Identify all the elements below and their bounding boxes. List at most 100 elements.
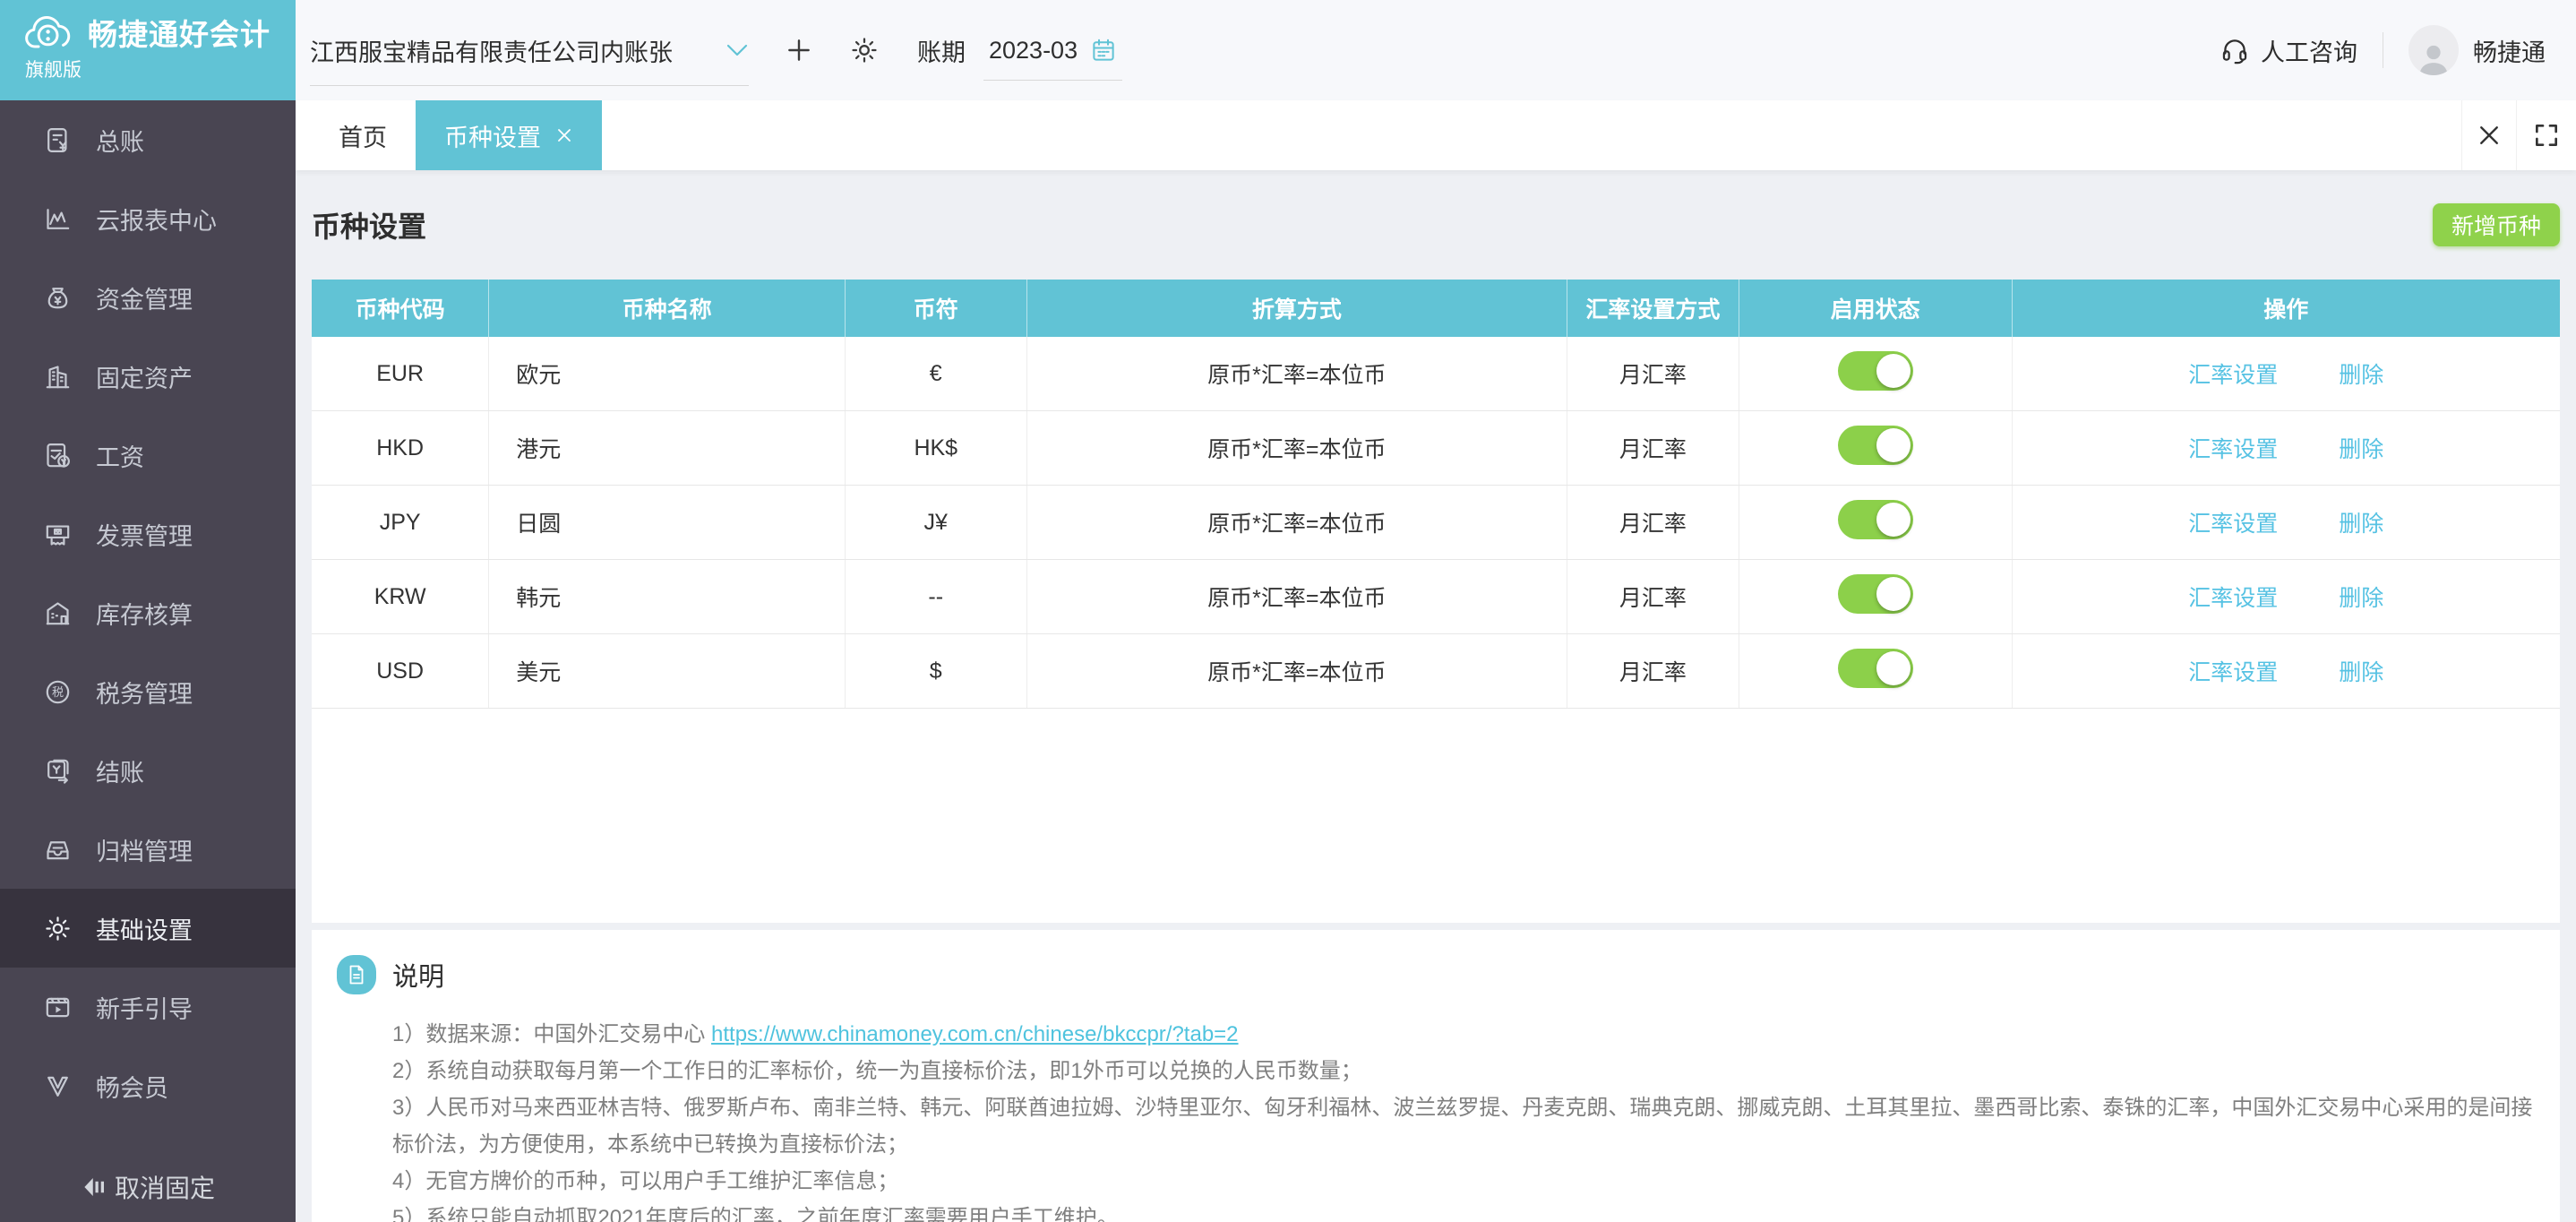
sidebar-item-archive[interactable]: 归档管理 xyxy=(0,810,296,889)
cell-method: 原币*汇率=本位币 xyxy=(1026,337,1568,411)
sidebar: 畅捷通好会计 旗舰版 总账 云报表中心 资金管理 固定资产 xyxy=(0,0,296,1222)
sidebar-item-label: 结账 xyxy=(96,759,144,787)
sidebar-item-inventory[interactable]: 库存核算 xyxy=(0,573,296,652)
table-row: USD 美元 $ 原币*汇率=本位币 月汇率 汇率设置 删除 xyxy=(312,633,2560,709)
cell-rate-mode: 月汇率 xyxy=(1567,559,1739,634)
sidebar-item-label: 工资 xyxy=(96,443,144,471)
unpin-sidebar-button[interactable]: 取消固定 xyxy=(0,1157,296,1217)
unpin-label: 取消固定 xyxy=(114,1175,215,1202)
enable-toggle[interactable] xyxy=(1837,648,1913,688)
cell-symbol: € xyxy=(845,337,1027,411)
cell-method: 原币*汇率=本位币 xyxy=(1026,485,1568,560)
sidebar-item-guide[interactable]: 新手引导 xyxy=(0,968,296,1046)
sidebar-item-label: 库存核算 xyxy=(96,601,193,629)
tax-icon: 税 xyxy=(43,677,73,707)
cell-name: 韩元 xyxy=(488,559,846,634)
member-icon xyxy=(43,1071,73,1101)
inventory-icon xyxy=(43,598,73,628)
enable-toggle[interactable] xyxy=(1837,350,1913,391)
enable-toggle[interactable] xyxy=(1837,425,1913,465)
enable-toggle[interactable] xyxy=(1837,573,1913,614)
period-value: 2023-03 xyxy=(989,36,1078,64)
delete-link[interactable]: 删除 xyxy=(2339,437,2384,462)
notes-title: 说明 xyxy=(392,963,445,992)
col-header-method: 折算方式 xyxy=(1026,280,1568,337)
cloud-report-icon xyxy=(43,204,73,234)
cell-symbol: HK$ xyxy=(845,410,1027,486)
delete-link[interactable]: 删除 xyxy=(2339,586,2384,611)
close-all-tabs-button[interactable] xyxy=(2461,100,2516,170)
cell-code: JPY xyxy=(312,485,490,560)
note-line-2: 2）系统自动获取每月第一个工作日的汇率标价，统一为直接标价法，即1外币可以兑换的… xyxy=(392,1059,1362,1083)
support-button[interactable]: 人工咨询 xyxy=(2220,33,2357,68)
cell-method: 原币*汇率=本位币 xyxy=(1026,559,1568,634)
tab-label: 币种设置 xyxy=(444,124,541,151)
settings-icon xyxy=(43,914,73,943)
enable-toggle[interactable] xyxy=(1837,499,1913,539)
col-header-rate-mode: 汇率设置方式 xyxy=(1567,280,1739,337)
sidebar-item-cloud-report[interactable]: 云报表中心 xyxy=(0,179,296,258)
account-settings-gear-icon[interactable] xyxy=(849,35,880,65)
sidebar-item-fixed-assets[interactable]: 固定资产 xyxy=(0,337,296,416)
tab-currency-settings[interactable]: 币种设置 xyxy=(416,100,602,170)
add-account-set-button[interactable] xyxy=(785,36,813,65)
sidebar-item-invoice[interactable]: 发票管理 xyxy=(0,495,296,573)
sidebar-item-basic-settings[interactable]: 基础设置 xyxy=(0,889,296,968)
cell-symbol: -- xyxy=(845,559,1027,634)
sidebar-item-label: 固定资产 xyxy=(96,365,193,392)
support-label: 人工咨询 xyxy=(2261,39,2357,66)
note-line-3: 3）人民币对马来西亚林吉特、俄罗斯卢布、南非兰特、韩元、阿联酋迪拉姆、沙特里亚尔… xyxy=(392,1096,2533,1157)
sidebar-item-tax[interactable]: 税 税务管理 xyxy=(0,652,296,731)
sidebar-item-label: 税务管理 xyxy=(96,680,193,708)
rate-setting-link[interactable]: 汇率设置 xyxy=(2188,512,2279,537)
sidebar-item-label: 畅会员 xyxy=(96,1074,168,1102)
cell-code: HKD xyxy=(312,410,490,486)
rate-setting-link[interactable]: 汇率设置 xyxy=(2188,586,2279,611)
main-content: 币种设置 新增币种 币种代码 币种名称 币符 折算方式 汇率设置方式 启用状态 xyxy=(296,170,2576,1222)
payroll-icon xyxy=(43,441,73,470)
tab-close-icon[interactable] xyxy=(555,126,573,144)
period-label: 账期 xyxy=(917,39,966,66)
note-link[interactable]: https://www.chinamoney.com.cn/chinese/bk… xyxy=(711,1022,1239,1046)
note-text: 1）数据来源：中国外汇交易中心 xyxy=(392,1022,712,1046)
sidebar-item-funds[interactable]: 资金管理 xyxy=(0,258,296,337)
cell-name: 美元 xyxy=(488,633,846,709)
col-header-actions: 操作 xyxy=(2012,280,2560,337)
sidebar-item-payroll[interactable]: 工资 xyxy=(0,416,296,495)
tab-home[interactable]: 首页 xyxy=(310,100,416,170)
avatar[interactable] xyxy=(2409,25,2459,75)
rate-setting-link[interactable]: 汇率设置 xyxy=(2188,363,2279,388)
sidebar-item-closing[interactable]: 结账 xyxy=(0,731,296,810)
tab-bar: 首页 币种设置 xyxy=(296,100,2576,170)
period-picker[interactable]: 2023-03 xyxy=(983,36,1123,81)
col-header-status: 启用状态 xyxy=(1739,280,2013,337)
cell-code: KRW xyxy=(312,559,490,634)
delete-link[interactable]: 删除 xyxy=(2339,512,2384,537)
cell-method: 原币*汇率=本位币 xyxy=(1026,633,1568,709)
rate-setting-link[interactable]: 汇率设置 xyxy=(2188,660,2279,685)
delete-link[interactable]: 删除 xyxy=(2339,363,2384,388)
fullscreen-button[interactable] xyxy=(2516,100,2576,170)
sidebar-item-label: 资金管理 xyxy=(96,286,193,314)
cell-rate-mode: 月汇率 xyxy=(1567,337,1739,411)
account-set-selector[interactable]: 江西服宝精品有限责任公司内账张 xyxy=(310,33,749,86)
delete-link[interactable]: 删除 xyxy=(2339,660,2384,685)
sidebar-item-label: 发票管理 xyxy=(96,522,193,550)
user-name[interactable]: 畅捷通 xyxy=(2473,39,2546,66)
add-currency-button[interactable]: 新增币种 xyxy=(2433,203,2560,246)
sidebar-item-ledger[interactable]: 总账 xyxy=(0,100,296,179)
tab-bar-actions xyxy=(2461,100,2576,170)
cell-name: 港元 xyxy=(488,410,846,486)
fixed-assets-icon xyxy=(43,362,73,392)
notes-header: 说明 xyxy=(337,955,2533,994)
col-header-code: 币种代码 xyxy=(312,280,490,337)
svg-text:税: 税 xyxy=(52,685,64,699)
rate-setting-link[interactable]: 汇率设置 xyxy=(2188,437,2279,462)
funds-icon xyxy=(43,283,73,313)
col-header-name: 币种名称 xyxy=(488,280,846,337)
note-line-4: 4）无官方牌价的币种，可以用户手工维护汇率信息； xyxy=(392,1169,899,1193)
table-row: JPY 日圆 J¥ 原币*汇率=本位币 月汇率 汇率设置 删除 xyxy=(312,485,2560,560)
sidebar-item-member[interactable]: 畅会员 xyxy=(0,1046,296,1125)
note-line-5: 5）系统只能自动抓取2021年度后的汇率，之前年度汇率需要用户手工维护。 xyxy=(392,1206,1119,1222)
